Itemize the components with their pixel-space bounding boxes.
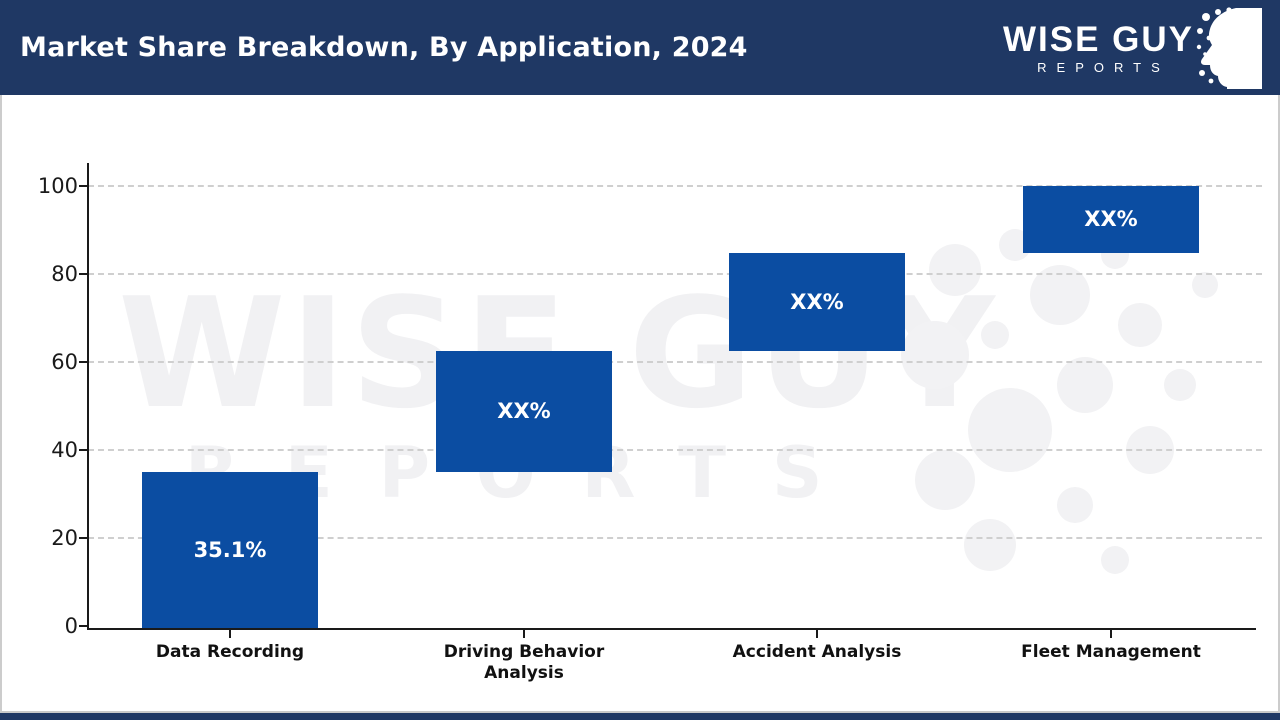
x-axis-tickmark — [1110, 630, 1112, 638]
watermark-face-icon — [901, 229, 1218, 574]
y-axis-line — [87, 163, 89, 630]
bar-accident-analysis: XX% — [729, 252, 905, 352]
bar-driving-behavior-analysis: XX% — [436, 351, 612, 472]
brand-face-icon — [1196, 7, 1262, 89]
x-axis-tickmark — [816, 630, 818, 638]
y-axis-tick-label: 100 — [37, 174, 78, 198]
x-axis-category-label: Fleet Management — [1021, 642, 1201, 662]
brand-subname: REPORTS — [1037, 60, 1170, 75]
y-axis-tickmark — [79, 537, 88, 539]
bar-value-label: XX% — [497, 399, 551, 424]
footer-bar — [0, 713, 1280, 720]
bar-value-label: XX% — [790, 290, 844, 315]
x-axis-category-label: Driving Behavior Analysis — [443, 642, 605, 684]
x-axis-category-label: Data Recording — [155, 642, 305, 662]
y-axis-tick-label: 20 — [51, 526, 78, 550]
app-header: Market Share Breakdown, By Application, … — [0, 0, 1280, 95]
bar-value-label: XX% — [1084, 207, 1138, 232]
bar-data-recording: 35.1% — [142, 471, 318, 628]
y-axis-tick-label: 80 — [51, 262, 78, 286]
y-axis-tickmark — [79, 361, 88, 363]
y-axis-tickmark — [79, 185, 88, 187]
gridline-y40 — [88, 449, 1262, 451]
x-axis-line — [87, 628, 1256, 630]
x-axis-tickmark — [523, 630, 525, 638]
brand-name: WISE GUY — [1002, 20, 1194, 59]
y-axis-tick-label: 40 — [51, 438, 78, 462]
gridline-y60 — [88, 361, 1262, 363]
brand-logo: WISE GUY REPORTS — [1003, 7, 1262, 89]
bar-value-label: 35.1% — [193, 537, 267, 562]
gridline-y20 — [88, 537, 1262, 539]
bar-fleet-management: XX% — [1023, 186, 1199, 253]
gridline-y100 — [88, 185, 1262, 187]
brand-logo-text: WISE GUY REPORTS — [1003, 22, 1194, 74]
gridline-y80 — [88, 273, 1262, 275]
y-axis-tickmark — [79, 625, 88, 627]
y-axis-tick-label: 0 — [64, 614, 78, 638]
y-axis-tickmark — [79, 273, 88, 275]
x-axis-tickmark — [229, 630, 231, 638]
y-axis-tick-label: 60 — [51, 350, 78, 374]
y-axis-tickmark — [79, 449, 88, 451]
x-axis-category-label: Accident Analysis — [732, 642, 902, 662]
page-title: Market Share Breakdown, By Application, … — [20, 32, 748, 63]
